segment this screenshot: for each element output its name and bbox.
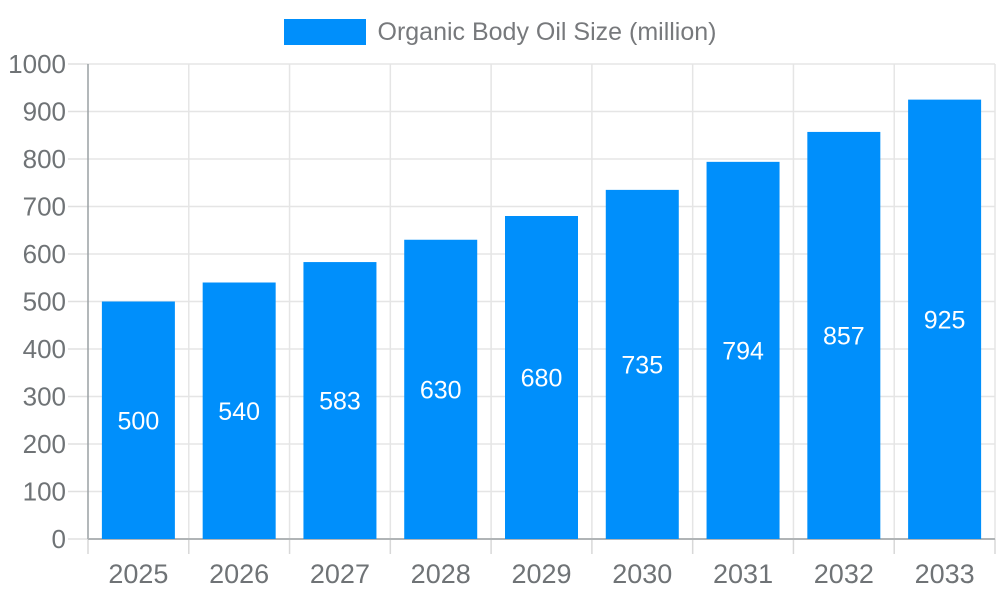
x-axis-label: 2025 bbox=[108, 559, 168, 589]
bar-value-label: 630 bbox=[420, 376, 462, 404]
bar[interactable] bbox=[706, 161, 780, 539]
y-axis-label: 700 bbox=[23, 192, 66, 222]
y-axis-label: 400 bbox=[23, 334, 66, 364]
y-axis-label: 900 bbox=[23, 97, 66, 127]
legend-swatch bbox=[283, 19, 366, 45]
x-axis-label: 2026 bbox=[209, 559, 269, 589]
x-axis-label: 2029 bbox=[511, 559, 571, 589]
y-axis-label: 200 bbox=[23, 429, 66, 459]
y-axis-label: 800 bbox=[23, 144, 66, 174]
bar[interactable] bbox=[605, 189, 679, 539]
bar[interactable] bbox=[101, 301, 175, 540]
bar[interactable] bbox=[202, 282, 276, 540]
bar-value-label: 925 bbox=[924, 306, 966, 334]
x-axis-label: 2027 bbox=[310, 559, 370, 589]
y-axis-label: 100 bbox=[23, 477, 66, 507]
x-axis-label: 2028 bbox=[411, 559, 471, 589]
x-axis-label: 2030 bbox=[612, 559, 672, 589]
y-axis-label: 600 bbox=[23, 239, 66, 269]
bar-value-label: 735 bbox=[621, 351, 663, 379]
bar-value-label: 500 bbox=[118, 407, 160, 435]
legend-label: Organic Body Oil Size (million) bbox=[377, 17, 717, 46]
y-axis-label: 300 bbox=[23, 382, 66, 412]
bar-value-label: 857 bbox=[823, 322, 865, 350]
bar-value-label: 680 bbox=[521, 365, 563, 393]
bar-value-label: 583 bbox=[319, 388, 361, 416]
y-axis-label: 0 bbox=[52, 524, 66, 554]
y-axis-label: 500 bbox=[23, 287, 66, 317]
bar[interactable] bbox=[807, 131, 881, 540]
legend-item[interactable]: Organic Body Oil Size (million) bbox=[0, 17, 1000, 47]
bar[interactable] bbox=[303, 262, 377, 539]
bar-value-label: 540 bbox=[218, 398, 260, 426]
x-axis-label: 2032 bbox=[814, 559, 874, 589]
bar[interactable] bbox=[505, 216, 578, 539]
bar[interactable] bbox=[404, 239, 478, 539]
y-axis-label: 1000 bbox=[8, 49, 66, 79]
bar[interactable] bbox=[908, 99, 982, 539]
x-axis-label: 2031 bbox=[713, 559, 773, 589]
bar-value-label: 794 bbox=[722, 337, 764, 365]
x-axis-label: 2033 bbox=[915, 559, 975, 589]
